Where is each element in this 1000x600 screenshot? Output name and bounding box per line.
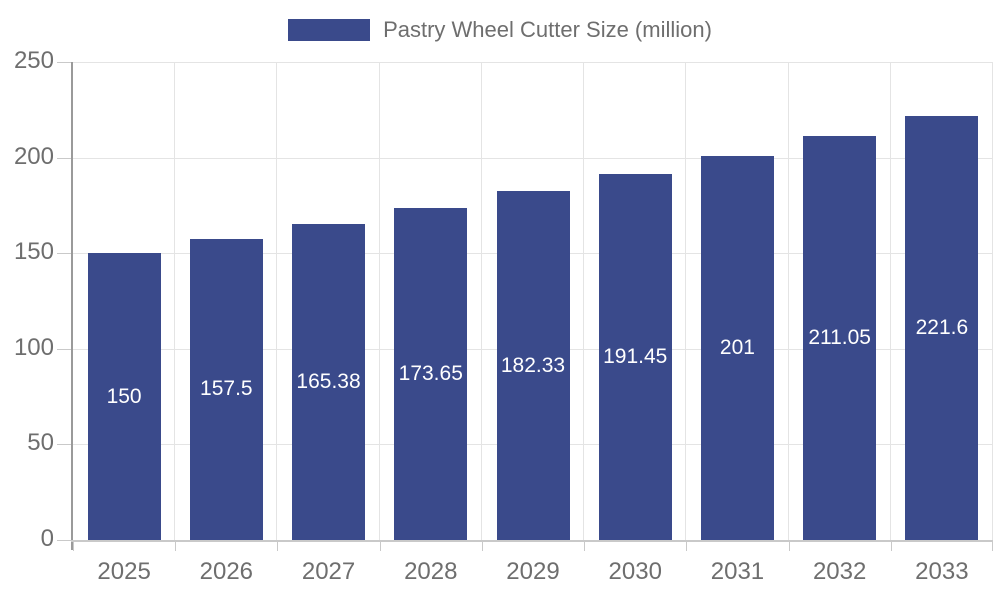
x-axis-line [71, 540, 993, 542]
gridline-vertical [992, 62, 993, 540]
gridline-vertical [685, 62, 687, 540]
x-axis-tick [788, 542, 790, 551]
x-axis-tick [379, 542, 381, 551]
gridline-horizontal [73, 157, 993, 159]
gridline-vertical [583, 62, 585, 540]
x-axis-tick [890, 542, 892, 551]
x-axis-tick [992, 542, 993, 551]
y-axis-line [71, 62, 73, 550]
x-axis-category-label: 2029 [506, 558, 560, 585]
bar-value-label: 173.65 [398, 361, 463, 385]
gridline-horizontal [73, 62, 993, 63]
gridline-vertical [276, 62, 278, 540]
bar[interactable]: 182.33 [496, 191, 570, 540]
y-axis-tick-label: 150 [13, 238, 54, 266]
y-axis-tick-label: 250 [13, 47, 54, 75]
x-axis-category-label: 2026 [199, 558, 254, 585]
x-axis-category-label: 2032 [812, 558, 867, 585]
x-axis-category-label: 2033 [915, 558, 969, 585]
bar[interactable]: 157.5 [189, 238, 263, 540]
bar[interactable]: 201 [700, 155, 774, 540]
y-axis-tick-label: 100 [13, 333, 54, 361]
x-axis-tick [584, 542, 586, 551]
bar-value-label: 165.38 [296, 369, 361, 393]
legend-swatch-icon [288, 19, 371, 41]
x-axis-tick [686, 542, 688, 551]
y-axis-tick-label: 0 [40, 525, 54, 553]
gridline-vertical [378, 62, 380, 540]
bar-value-label: 211.05 [808, 326, 871, 350]
plot-area: 150 157.5 165.38 173.65 182.33 191.45 201 211.0… [73, 62, 993, 540]
y-axis-tick [57, 253, 71, 255]
bar[interactable]: 173.65 [394, 207, 468, 540]
x-axis-category-label: 2031 [710, 558, 765, 585]
legend[interactable]: Pastry Wheel Cutter Size (million) [0, 17, 1000, 43]
gridline-vertical [174, 62, 176, 540]
y-axis-tick [57, 444, 71, 446]
legend-label: Pastry Wheel Cutter Size (million) [383, 17, 712, 42]
y-axis-tick [57, 540, 71, 541]
x-axis-tick [175, 542, 177, 551]
y-axis-tick [57, 348, 71, 350]
y-axis-tick [57, 62, 71, 63]
x-axis-tick [277, 542, 279, 551]
bar-value-label: 221.6 [915, 316, 969, 340]
bar-value-label: 201 [719, 335, 755, 359]
bar-value-label: 191.45 [603, 344, 668, 368]
y-axis-tick [57, 157, 71, 159]
bar[interactable]: 191.45 [598, 173, 672, 540]
gridline-vertical [787, 62, 789, 540]
bar[interactable]: 165.38 [292, 223, 366, 540]
bar-value-label: 150 [106, 384, 142, 408]
bar-value-label: 182.33 [500, 353, 566, 377]
x-axis-category-label: 2027 [301, 558, 356, 585]
y-axis-tick-label: 200 [13, 142, 54, 170]
bar[interactable]: 221.6 [905, 116, 979, 540]
x-axis-category-label: 2030 [608, 558, 662, 585]
bar-value-label: 157.5 [200, 377, 253, 401]
y-axis-tick-label: 50 [27, 429, 54, 457]
x-axis-category-label: 2028 [404, 558, 458, 585]
x-axis-tick [73, 542, 74, 551]
gridline-vertical [480, 62, 482, 540]
x-axis-category-label: 2025 [97, 558, 151, 585]
bar[interactable]: 211.05 [803, 136, 877, 540]
bar[interactable]: 150 [87, 253, 161, 540]
x-axis-tick [481, 542, 483, 551]
gridline-vertical [889, 62, 891, 540]
